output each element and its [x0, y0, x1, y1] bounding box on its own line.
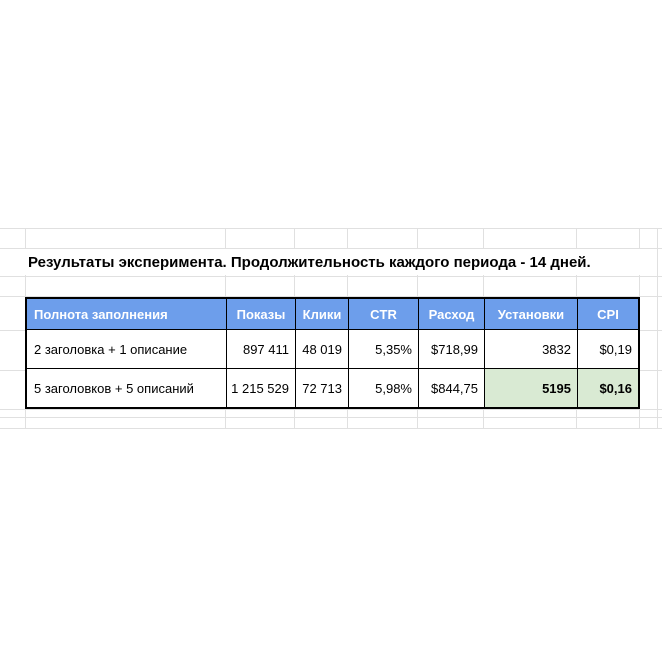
cell-row1-rashod[interactable]: $718,99 [418, 329, 484, 368]
gridline-horizontal [0, 276, 662, 277]
title-overflow-cover [0, 249, 650, 275]
cell-row2-pokazy[interactable]: 1 215 529 [226, 368, 295, 407]
cell-row2-label[interactable]: 5 заголовков + 5 описаний [27, 368, 226, 407]
cell-row2-cpi-highlighted[interactable]: $0,16 [577, 368, 638, 407]
gridline-horizontal [0, 428, 662, 429]
gridline-horizontal [0, 248, 662, 249]
gridline-horizontal [0, 409, 662, 410]
cell-row1-ctr[interactable]: 5,35% [348, 329, 418, 368]
gridline-vertical [657, 228, 658, 428]
header-cell-pokazy[interactable]: Показы [226, 299, 295, 329]
cell-row1-cpi[interactable]: $0,19 [577, 329, 638, 368]
gridline-horizontal [0, 296, 662, 297]
cell-row1-label[interactable]: 2 заголовка + 1 описание [27, 329, 226, 368]
cell-row2-kliki[interactable]: 72 713 [295, 368, 348, 407]
header-cell-rashod[interactable]: Расход [418, 299, 484, 329]
header-cell-ctr[interactable]: CTR [348, 299, 418, 329]
header-cell-polnota[interactable]: Полнота заполнения [27, 299, 226, 329]
cell-row2-rashod[interactable]: $844,75 [418, 368, 484, 407]
sheet-title[interactable]: Результаты эксперимента. Продолжительнос… [28, 254, 591, 271]
header-cell-cpi[interactable]: CPI [577, 299, 638, 329]
cell-row1-kliki[interactable]: 48 019 [295, 329, 348, 368]
cell-row2-ctr[interactable]: 5,98% [348, 368, 418, 407]
cell-row1-ustanovki[interactable]: 3832 [484, 329, 577, 368]
header-cell-kliki[interactable]: Клики [295, 299, 348, 329]
results-table: Полнота заполнения Показы Клики CTR Расх… [25, 297, 640, 409]
cell-row2-ustanovki-highlighted[interactable]: 5195 [484, 368, 577, 407]
gridline-horizontal [0, 417, 662, 418]
cell-row1-pokazy[interactable]: 897 411 [226, 329, 295, 368]
header-cell-ustanovki[interactable]: Установки [484, 299, 577, 329]
gridline-horizontal [0, 228, 662, 229]
